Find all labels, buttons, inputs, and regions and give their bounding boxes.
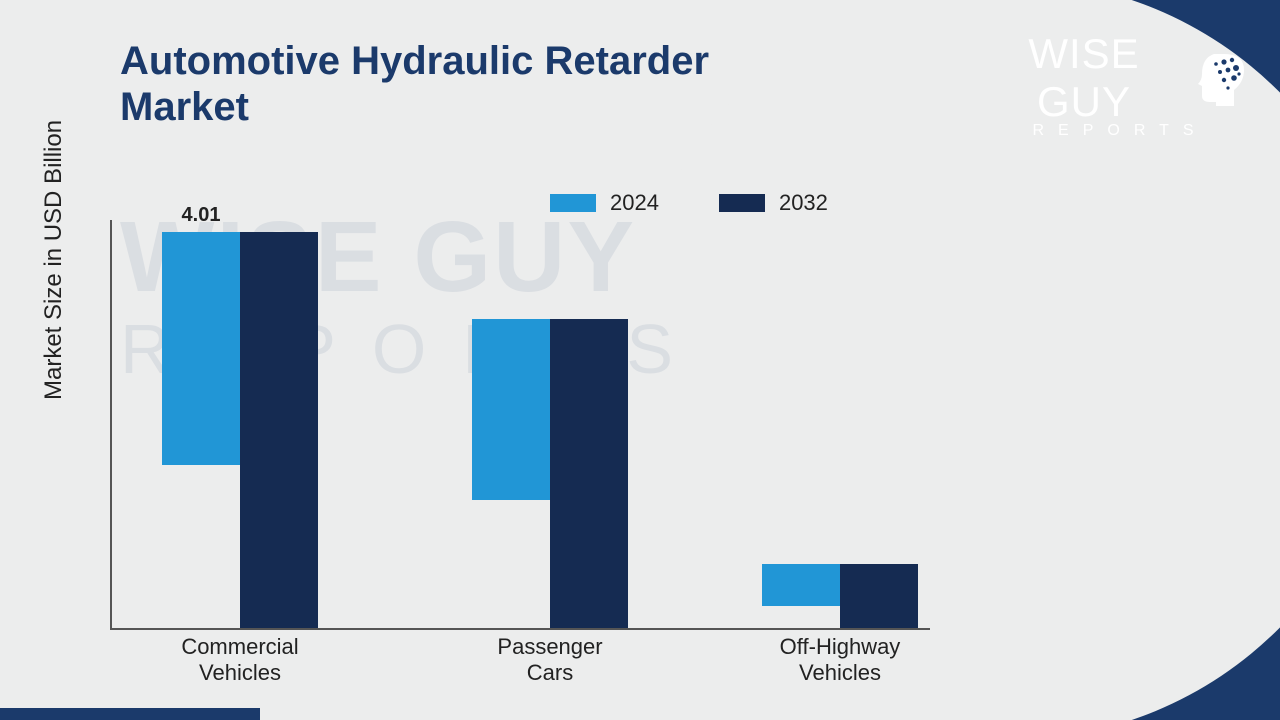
legend-label-2032: 2032 (779, 190, 828, 216)
legend-label-2024: 2024 (610, 190, 659, 216)
bar (550, 319, 628, 628)
y-axis-label: Market Size in USD Billion (40, 120, 68, 400)
bar: 4.01 (162, 232, 240, 466)
legend-swatch-2032 (719, 194, 765, 212)
x-axis (110, 628, 930, 630)
brand-logo: WISE GUY REPORTS (980, 30, 1250, 140)
legend-item-2024: 2024 (550, 190, 659, 216)
report-graphic: WISE GUY REPORTS Automotive Hydraulic Re… (0, 0, 1280, 720)
bar (762, 564, 840, 606)
bar-chart: 4.01CommercialVehiclesPassengerCarsOff-H… (110, 220, 930, 630)
legend: 2024 2032 (550, 190, 828, 216)
head-dots-icon (1194, 50, 1250, 106)
y-axis (110, 220, 112, 630)
brand-text-1: WISE GUY (980, 30, 1188, 126)
x-tick-label: CommercialVehicles (150, 634, 330, 687)
bar (240, 232, 318, 628)
bar-group (460, 319, 640, 628)
bar (840, 564, 918, 628)
x-tick-label: PassengerCars (460, 634, 640, 687)
legend-item-2032: 2032 (719, 190, 828, 216)
x-tick-label: Off-HighwayVehicles (750, 634, 930, 687)
bottom-accent-bar (0, 708, 260, 720)
bar-group (750, 564, 930, 628)
brand-line1: WISE GUY (980, 30, 1250, 126)
bar-group: 4.01 (150, 232, 330, 628)
chart-title: Automotive Hydraulic Retarder Market (120, 38, 840, 130)
bar-value-label: 4.01 (182, 204, 221, 227)
bar (472, 319, 550, 500)
legend-swatch-2024 (550, 194, 596, 212)
